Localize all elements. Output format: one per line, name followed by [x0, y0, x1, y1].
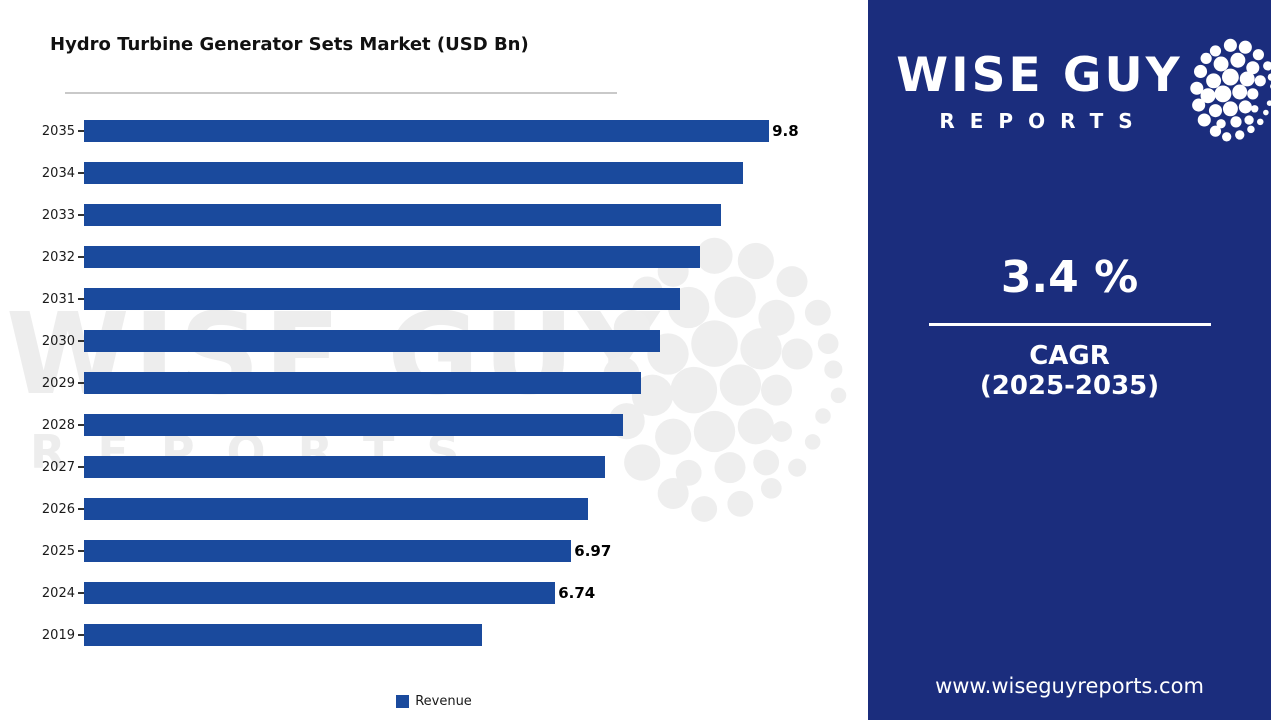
y-axis-tick-mark [78, 382, 84, 384]
y-axis-tick-mark [78, 130, 84, 132]
plot-area-row [84, 152, 868, 194]
head-silhouette-icon [1189, 38, 1271, 142]
y-axis-tick-mark [78, 550, 84, 552]
y-axis-tick-mark [78, 340, 84, 342]
bar-row: 2025 6.97 [0, 530, 868, 572]
y-axis-tick-label: 2029 [41, 375, 75, 391]
y-axis-tick-mark [78, 466, 84, 468]
cagr-callout: 3.4 % CAGR (2025-2035) [868, 252, 1271, 402]
y-axis-tick-label: 2032 [41, 249, 75, 265]
chart-title: Hydro Turbine Generator Sets Market (USD… [50, 34, 529, 55]
legend-label: Revenue [415, 694, 472, 709]
bar-row: 2028 [0, 404, 868, 446]
bar-row: 2033 [0, 194, 868, 236]
revenue-bar [84, 582, 556, 604]
logo-wordmark: WISE GUY [896, 48, 1183, 103]
y-axis-tick-label: 2019 [41, 627, 75, 643]
cagr-label: CAGR [1029, 341, 1110, 371]
bar-chart: 2035 9.8 2034 2033 2032 2031 2030 2029 2028 2027 2… [0, 110, 868, 656]
y-axis-tick-label: 2028 [41, 417, 75, 433]
y-axis-tick-mark [78, 256, 84, 258]
plot-area-row [84, 446, 868, 488]
y-axis-tick-mark [78, 634, 84, 636]
y-axis-tick-label: 2026 [41, 501, 75, 517]
bar-row: 2030 [0, 320, 868, 362]
plot-area-row: 9.8 [84, 110, 868, 152]
y-axis-tick-label: 2035 [41, 123, 75, 139]
plot-area-row [84, 236, 868, 278]
plot-area-row [84, 278, 868, 320]
y-axis-tick-label: 2024 [41, 585, 75, 601]
plot-area-row [84, 194, 868, 236]
revenue-bar [84, 120, 770, 142]
plot-area-row: 6.74 [84, 572, 868, 614]
revenue-bar [84, 288, 680, 310]
bar-row: 2026 [0, 488, 868, 530]
brand-logo: WISE GUY REPORTS [868, 38, 1271, 142]
chart-legend: Revenue [0, 694, 868, 709]
revenue-bar [84, 204, 721, 226]
chart-panel: Hydro Turbine Generator Sets Market (USD… [0, 34, 868, 709]
bar-value-label: 9.8 [772, 122, 799, 140]
y-axis-tick-mark [78, 592, 84, 594]
plot-area-row: 6.97 [84, 530, 868, 572]
bar-row: 2024 6.74 [0, 572, 868, 614]
plot-area-row [84, 404, 868, 446]
cagr-value: 3.4 % [1000, 252, 1139, 303]
y-axis-tick-label: 2034 [41, 165, 75, 181]
bar-row: 2027 [0, 446, 868, 488]
cagr-divider [928, 323, 1211, 326]
revenue-bar [84, 330, 661, 352]
y-axis-tick-mark [78, 172, 84, 174]
y-axis-tick-label: 2027 [41, 459, 75, 475]
cagr-period: (2025-2035) [979, 370, 1160, 401]
revenue-bar [84, 162, 743, 184]
brand-side-panel: WISE GUY REPORTS 3.4 % [868, 0, 1271, 720]
plot-area-row [84, 614, 868, 656]
bar-row: 2031 [0, 278, 868, 320]
revenue-bar [84, 498, 589, 520]
bar-row: 2032 [0, 236, 868, 278]
y-axis-tick-label: 2030 [41, 333, 75, 349]
revenue-bar [84, 456, 605, 478]
y-axis-tick-label: 2033 [41, 207, 75, 223]
plot-area-row [84, 488, 868, 530]
bar-value-label: 6.97 [574, 542, 612, 560]
bar-row: 2019 [0, 614, 868, 656]
plot-area-row [84, 362, 868, 404]
revenue-bar [84, 624, 483, 646]
y-axis-tick-label: 2031 [41, 291, 75, 307]
plot-area-row [84, 320, 868, 362]
revenue-bar [84, 540, 572, 562]
y-axis-tick-label: 2025 [41, 543, 75, 559]
website-url: www.wiseguyreports.com [935, 674, 1204, 698]
y-axis-tick-mark [78, 424, 84, 426]
logo-subtext: REPORTS [939, 109, 1148, 133]
revenue-bar [84, 246, 700, 268]
revenue-bar [84, 414, 623, 436]
bar-row: 2029 [0, 362, 868, 404]
y-axis-tick-mark [78, 508, 84, 510]
legend-swatch [396, 695, 410, 708]
bar-value-label: 6.74 [558, 584, 596, 602]
y-axis-tick-mark [78, 214, 84, 216]
bar-row: 2035 9.8 [0, 110, 868, 152]
title-divider [65, 92, 617, 94]
revenue-bar [84, 372, 642, 394]
bar-row: 2034 [0, 152, 868, 194]
y-axis-tick-mark [78, 298, 84, 300]
